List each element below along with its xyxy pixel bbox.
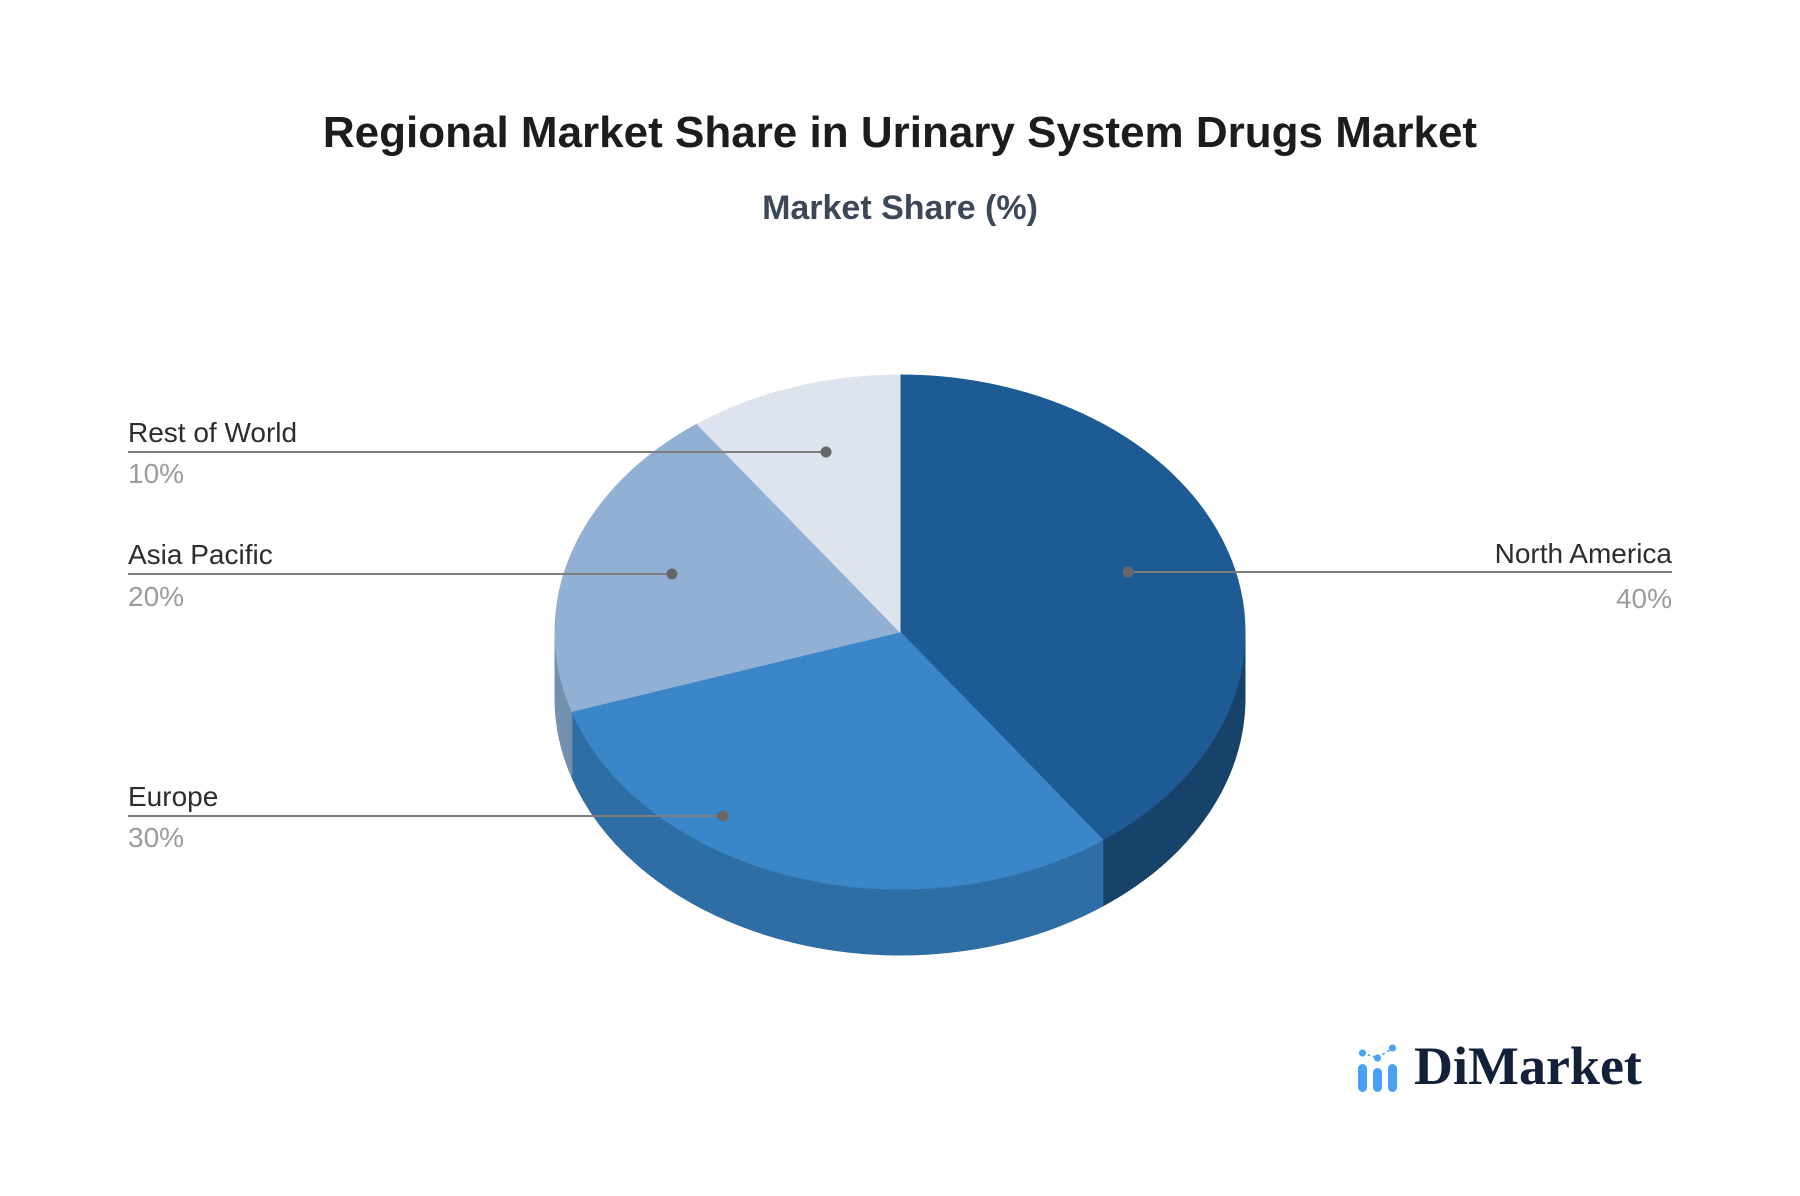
logo-bar-2: [1373, 1068, 1382, 1092]
logo-trend-line: [1362, 1047, 1393, 1059]
chart-subtitle: Market Share (%): [762, 189, 1038, 227]
logo-wordmark: DiMarket: [1414, 1036, 1642, 1097]
pie-slice-asia-pacific[interactable]: [554, 423, 901, 713]
dimarket-logo: DiMarket: [1358, 1036, 1642, 1097]
pie-slice-europe[interactable]: [571, 631, 1104, 890]
label-asia-pacific: Asia Pacific: [128, 539, 273, 570]
logo-bar-1: [1358, 1064, 1367, 1092]
leader-dot-asia-pacific: [666, 568, 678, 580]
pie-slice-rest-of-world[interactable]: [696, 374, 901, 634]
bar-chart-logo-icon: [1358, 1044, 1397, 1092]
leader-dot-rest-of-world: [820, 446, 832, 458]
label-rest-of-world: Rest of World: [128, 417, 298, 448]
logo-dot-3: [1388, 1044, 1397, 1052]
leader-dot-north-america: [1122, 566, 1134, 578]
value-asia-pacific: 20%: [128, 581, 185, 612]
label-europe: Europe: [128, 781, 219, 812]
chart-title: Regional Market Share in Urinary System …: [322, 108, 1478, 157]
value-europe: 30%: [128, 822, 185, 853]
logo-dot-2: [1373, 1054, 1382, 1062]
leader-dot-europe: [717, 810, 729, 822]
label-north-america: North America: [1494, 538, 1672, 569]
logo-bar-3: [1388, 1064, 1397, 1092]
value-north-america: 40%: [1615, 583, 1672, 614]
pie-slice-north-america[interactable]: [899, 374, 1246, 841]
value-rest-of-world: 10%: [128, 458, 185, 489]
logo-dot-1: [1358, 1049, 1367, 1057]
